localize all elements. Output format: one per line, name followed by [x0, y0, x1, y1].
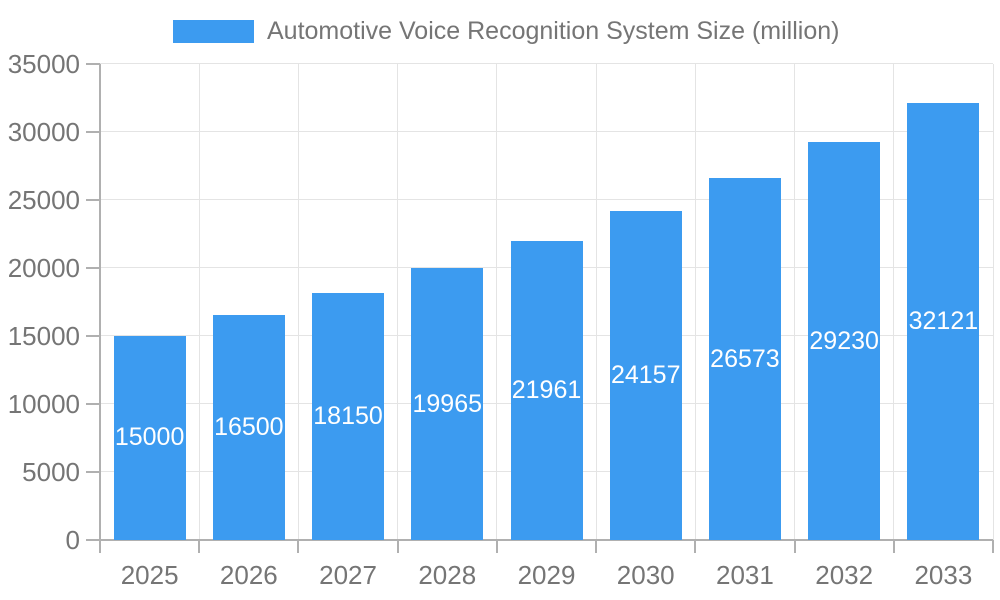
bar-2033-text: 32121 [908, 306, 979, 335]
x-tick-label-2033: 2033 [914, 560, 973, 590]
y-tick-5000 [86, 470, 100, 473]
y-tick-10000 [86, 402, 100, 405]
bar-2026[interactable]: 16500 [212, 315, 285, 540]
x-tick-label-2029: 2029 [517, 560, 576, 590]
legend-swatch [173, 20, 254, 43]
y-tick-label-5000: 5000 [22, 456, 80, 487]
x-axis-line [100, 539, 993, 541]
bar-2027[interactable]: 18150 [312, 292, 385, 540]
y-tick-label-30000: 30000 [7, 116, 80, 147]
bar-2031-text: 26573 [710, 344, 780, 373]
y-tick-0 [86, 539, 100, 541]
x-tick-4 [495, 540, 498, 553]
x-tick-label-2025: 2025 [120, 560, 179, 590]
bar-2029[interactable]: 21961 [510, 241, 583, 540]
bar-2031[interactable]: 26573 [708, 178, 781, 540]
v-gridline-1 [198, 63, 200, 540]
x-tick-label-2032: 2032 [815, 560, 874, 590]
v-gridline-2 [297, 63, 299, 540]
bar-2025[interactable]: 15000 [113, 335, 186, 540]
x-tick-0 [99, 540, 101, 553]
x-tick-label-2031: 2031 [716, 560, 774, 590]
y-tick-label-15000: 15000 [7, 320, 80, 351]
y-tick-25000 [86, 198, 100, 201]
v-gridline-3 [397, 63, 399, 540]
x-tick-label-2028: 2028 [418, 560, 477, 590]
bar-2029-text: 21961 [511, 376, 582, 404]
x-tick-6 [694, 540, 697, 553]
y-tick-35000 [86, 62, 100, 65]
y-axis-line [99, 63, 101, 540]
y-tick-20000 [86, 266, 100, 269]
bar-2025-text: 15000 [114, 423, 185, 452]
x-tick-9 [992, 540, 994, 553]
h-gridline-35000 [100, 63, 993, 64]
y-tick-label-35000: 35000 [7, 48, 80, 79]
x-tick-2 [297, 540, 300, 553]
x-tick-3 [396, 540, 399, 553]
bar-2027-text: 18150 [313, 401, 383, 430]
legend-label: Automotive Voice Recognition System Size… [267, 17, 840, 45]
v-gridline-7 [794, 63, 796, 540]
bar-2030[interactable]: 24157 [609, 211, 682, 540]
legend-item[interactable]: Automotive Voice Recognition System Size… [173, 17, 839, 46]
bar-2026-text: 16500 [214, 413, 284, 442]
h-gridline-25000 [100, 199, 993, 201]
y-tick-15000 [86, 334, 100, 337]
v-gridline-9 [992, 63, 994, 540]
y-tick-30000 [86, 130, 100, 133]
bar-2030-text: 24157 [610, 361, 681, 390]
x-tick-8 [892, 540, 895, 553]
y-tick-label-25000: 25000 [7, 184, 80, 215]
x-tick-label-2030: 2030 [616, 560, 675, 590]
bar-2033[interactable]: 32121 [907, 102, 980, 540]
bar-2032[interactable]: 29230 [808, 142, 881, 540]
x-tick-label-2026: 2026 [219, 560, 278, 590]
v-gridline-5 [595, 63, 597, 540]
x-tick-7 [793, 540, 796, 553]
y-tick-label-20000: 20000 [7, 252, 80, 283]
h-gridline-30000 [100, 131, 993, 133]
bar-2032-text: 29230 [809, 326, 879, 355]
v-gridline-6 [694, 63, 696, 540]
x-tick-1 [198, 540, 201, 553]
bar-2028-text: 19965 [412, 389, 483, 418]
v-gridline-4 [496, 63, 498, 540]
y-tick-label-10000: 10000 [7, 388, 80, 419]
x-tick-label-2027: 2027 [319, 560, 377, 590]
x-tick-5 [595, 540, 598, 553]
v-gridline-8 [893, 63, 895, 540]
y-tick-label-0: 0 [65, 525, 80, 555]
bar-2028[interactable]: 19965 [411, 268, 484, 540]
